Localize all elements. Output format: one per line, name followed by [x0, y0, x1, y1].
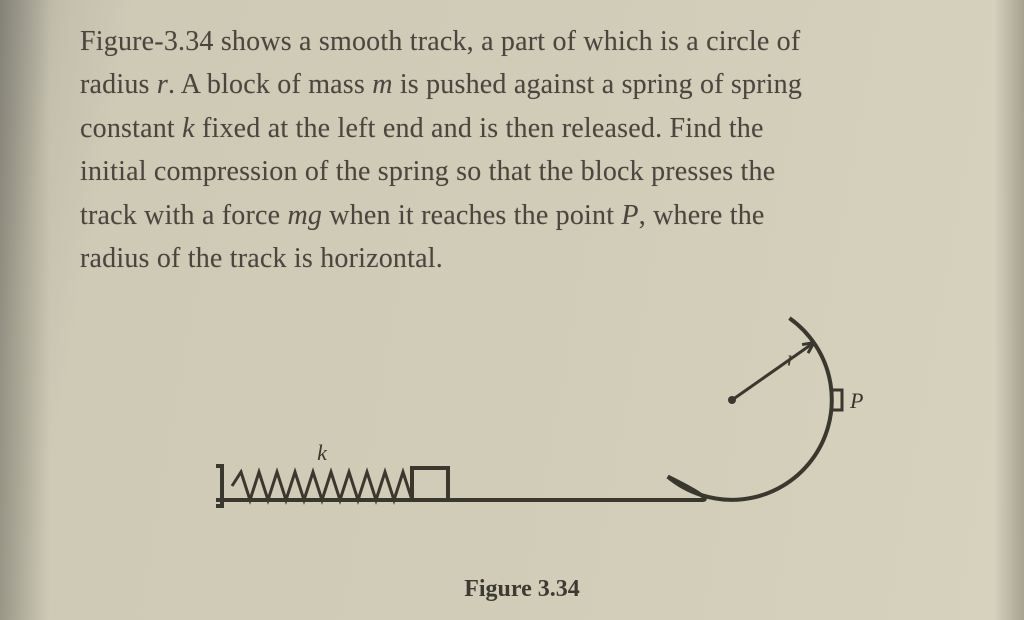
svg-text:P: P — [849, 388, 863, 413]
page: Figure-3.34 shows a smooth track, a part… — [0, 0, 1024, 620]
figure-area: k r P — [92, 290, 952, 570]
binding-shadow — [0, 0, 50, 620]
text-line-5b: when it reaches the point — [322, 200, 621, 231]
text-line-2b: . A block of mass — [168, 69, 372, 100]
text-line-3b: fixed at the left end and is then releas… — [195, 113, 764, 144]
svg-text:k: k — [317, 440, 328, 465]
text-line-5c: , where the — [639, 200, 765, 231]
var-m: m — [372, 69, 392, 100]
text-line-2a: radius — [80, 69, 157, 100]
var-P: P — [621, 200, 638, 231]
text-line-1: Figure-3.34 shows a smooth track, a part… — [80, 26, 800, 57]
var-k: k — [182, 113, 195, 144]
figure-svg: k r P — [92, 290, 952, 550]
figure-caption: Figure 3.34 — [80, 576, 964, 603]
text-line-2c: is pushed against a spring of spring — [393, 69, 802, 100]
text-line-4: initial compression of the spring so tha… — [80, 156, 775, 187]
problem-text: Figure-3.34 shows a smooth track, a part… — [80, 20, 964, 280]
text-line-3a: constant — [80, 113, 182, 144]
svg-text:r: r — [787, 346, 796, 371]
text-line-6: radius of the track is horizontal. — [80, 243, 443, 274]
text-line-5a: track with a force — [80, 200, 287, 231]
var-r: r — [157, 69, 168, 100]
var-mg: mg — [287, 200, 322, 231]
page-edge-right — [994, 0, 1024, 620]
